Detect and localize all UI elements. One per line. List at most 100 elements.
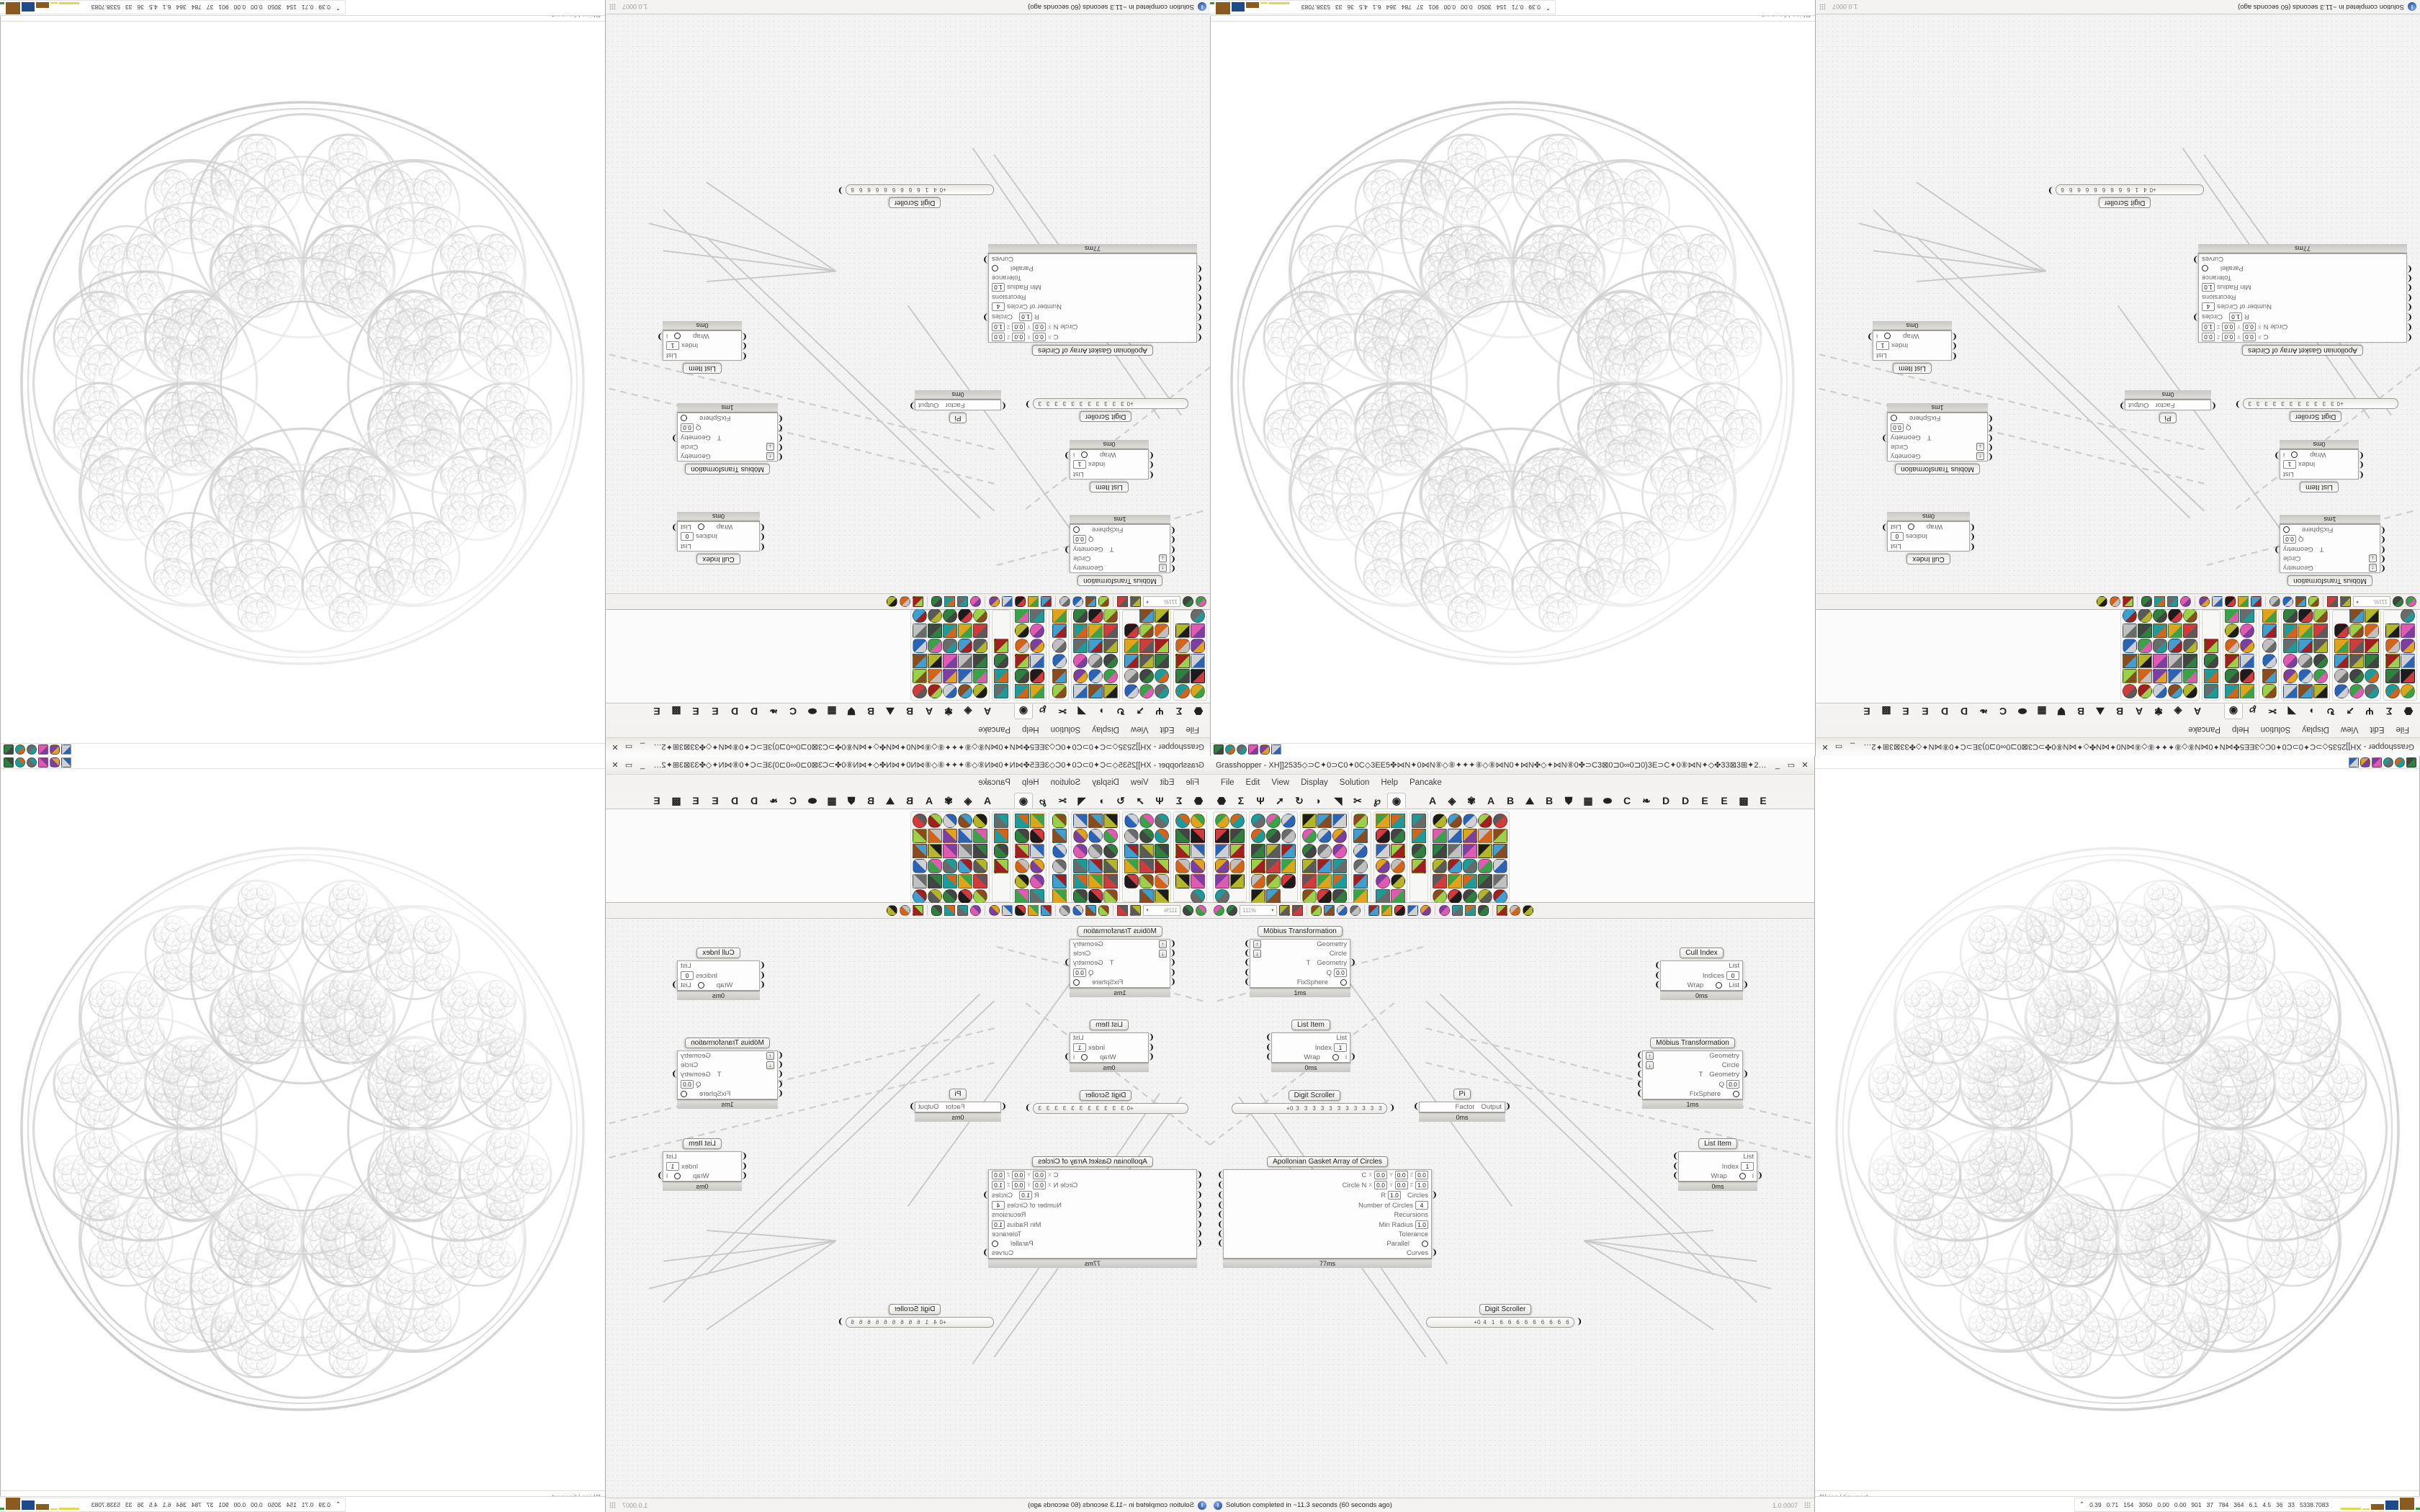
- component-icon[interactable]: [1030, 624, 1045, 638]
- component-body[interactable]: ❨ List ❨ Index 1 ❨ Wrap i ❩: [1064, 449, 1155, 480]
- component-icon[interactable]: [1155, 608, 1169, 623]
- menu-item-pancake[interactable]: Pancake: [973, 724, 1016, 735]
- input-port[interactable]: ❨: [777, 443, 784, 451]
- component-input-row[interactable]: ❨ T Geometry ❩: [1064, 544, 1176, 554]
- input-port[interactable]: ❨: [1148, 451, 1155, 459]
- component-icon[interactable]: [928, 639, 943, 653]
- component-icon[interactable]: [1103, 624, 1118, 638]
- numeric-input-y[interactable]: 0.0: [1012, 323, 1026, 331]
- component-body[interactable]: ❨ List ❨ Indices 0 ❨ Wrap List ❩: [671, 521, 766, 552]
- component-input-row[interactable]: ❨ Index 1: [663, 341, 748, 351]
- component-icon[interactable]: [1124, 669, 1139, 683]
- component-icon[interactable]: [1191, 639, 1205, 653]
- input-port[interactable]: ❨: [777, 414, 784, 423]
- ribbon-tab-a13[interactable]: D: [745, 703, 763, 719]
- component-icon[interactable]: [1052, 669, 1067, 683]
- ribbon-tab-a8[interactable]: ⛊: [842, 703, 861, 719]
- component-icon[interactable]: [928, 624, 943, 638]
- component-input-row[interactable]: ❨ ↑ Geometry: [1070, 563, 1176, 572]
- numeric-input[interactable]: 0.0: [1073, 535, 1086, 544]
- component-icon[interactable]: [1030, 669, 1045, 683]
- preview-orange-icon[interactable]: [900, 596, 910, 607]
- digit-scroller-widget[interactable]: +0 3 3 3 3 3 3 3 3 3 3 3 ❩: [1023, 398, 1188, 409]
- component-icon[interactable]: [1155, 654, 1169, 668]
- component-input-row[interactable]: ❨ Circle N X 0.0 Y 0.0 Z 1.0: [989, 322, 1203, 332]
- component-icon[interactable]: [943, 624, 958, 638]
- component-name-capsule[interactable]: Digit Scroller: [1079, 411, 1132, 422]
- component-icon[interactable]: [1088, 608, 1103, 623]
- component-icon[interactable]: [1191, 654, 1205, 668]
- ribbon-tab-a18[interactable]: E: [647, 703, 666, 719]
- output-port[interactable]: ❩: [671, 433, 678, 442]
- component-input-row[interactable]: ❨ Parallel: [989, 264, 1203, 273]
- input-port[interactable]: ❨: [1000, 401, 1007, 410]
- component-input-row[interactable]: ❨ Q 0.0: [678, 423, 784, 433]
- numeric-input[interactable]: 1.0: [992, 283, 1005, 292]
- input-port[interactable]: ❨: [1196, 333, 1203, 342]
- component-icon[interactable]: [913, 608, 928, 623]
- arrow-up-icon[interactable]: ↑: [1159, 564, 1167, 572]
- red-target-icon[interactable]: [61, 744, 71, 755]
- input-port[interactable]: ❨: [1170, 526, 1176, 534]
- component-input-row[interactable]: ❨ Wrap i ❩: [1064, 450, 1155, 459]
- ribbon-tab-a2[interactable]: ◈: [959, 703, 977, 719]
- component-body[interactable]: ❨ ↑ Geometry ❨ ↓ Circle ❨ T Geometry ❩ ❨ Q 0.0 ❨ FixSp…: [1064, 524, 1176, 573]
- ribbon-tab-a3[interactable]: ✾: [939, 703, 958, 719]
- component-icon[interactable]: [958, 639, 973, 653]
- component-icon[interactable]: [958, 654, 973, 668]
- gh-canvas[interactable]: Möbius Transformation ❨ ↑ Geometry ❨ ↓ Circle ❨…: [606, 14, 1210, 593]
- help-icon[interactable]: [1015, 596, 1026, 607]
- ribbon-tab-a9[interactable]: ▦: [823, 703, 841, 719]
- input-port[interactable]: ❨: [1148, 461, 1155, 469]
- component-icon[interactable]: [1175, 624, 1190, 638]
- component-input-row[interactable]: ❨ List: [663, 351, 748, 360]
- ribbon-tab-a5[interactable]: B: [900, 703, 919, 719]
- document-icon[interactable]: [1041, 596, 1052, 607]
- component-icon[interactable]: [928, 669, 943, 683]
- input-port[interactable]: ❨: [1196, 293, 1203, 302]
- boolean-toggle[interactable]: [1073, 526, 1080, 533]
- boolean-toggle[interactable]: [992, 265, 998, 271]
- numeric-input[interactable]: 0: [681, 532, 694, 541]
- component-input-row[interactable]: ❨ Tolerance: [989, 273, 1203, 282]
- component-input-row[interactable]: ❨ R 1.0 Circles ❩: [982, 312, 1203, 322]
- output-port[interactable]: ❩: [671, 523, 678, 531]
- olive-sphere-icon-2[interactable]: [27, 744, 37, 755]
- component-icon[interactable]: [1155, 684, 1169, 698]
- component-icon[interactable]: [1073, 669, 1088, 683]
- menu-item-edit[interactable]: Edit: [1155, 724, 1180, 735]
- boolean-toggle[interactable]: [681, 415, 687, 421]
- component-icon[interactable]: [1191, 669, 1205, 683]
- component-input-row[interactable]: ❨ Number of Circles 4: [989, 302, 1203, 312]
- component-icon[interactable]: [1052, 639, 1067, 653]
- component-icon[interactable]: [1030, 684, 1045, 698]
- input-port[interactable]: ❨: [759, 523, 766, 531]
- gh-component-apollonian-1[interactable]: Apollonian Gasket Array of Circles ❨ C X 0.0…: [982, 244, 1203, 356]
- olive-sphere-icon[interactable]: [38, 744, 48, 755]
- component-input-row[interactable]: ❨ ↑ Geometry: [678, 451, 784, 461]
- component-icon[interactable]: [1175, 684, 1190, 698]
- digit-scroller-track[interactable]: +0 3 3 3 3 3 3 3 3 3 3 3: [1033, 398, 1188, 409]
- menu-item-view[interactable]: View: [1126, 724, 1154, 735]
- component-icon[interactable]: [913, 684, 928, 698]
- preview-olive-icon[interactable]: [913, 596, 923, 607]
- component-icon[interactable]: [973, 654, 988, 668]
- component-icon[interactable]: [1073, 684, 1088, 698]
- shade-icon[interactable]: [970, 596, 981, 607]
- component-icon[interactable]: [1155, 624, 1169, 638]
- component-icon[interactable]: [943, 684, 958, 698]
- save-file-icon[interactable]: [1183, 596, 1193, 607]
- component-icon[interactable]: [928, 684, 943, 698]
- ribbon-tab-a10[interactable]: ⬬: [803, 703, 822, 719]
- component-input-row[interactable]: ❨ ↓ Circle: [1070, 554, 1176, 563]
- component-icon[interactable]: [994, 654, 1009, 668]
- input-port[interactable]: ❨: [759, 542, 766, 551]
- input-port[interactable]: ❨: [1170, 554, 1176, 563]
- component-icon[interactable]: [958, 669, 973, 683]
- component-icon[interactable]: [958, 624, 973, 638]
- numeric-input[interactable]: 0.0: [681, 423, 694, 432]
- component-icon[interactable]: [973, 684, 988, 698]
- chevron-down-icon[interactable]: ▼: [1145, 599, 1150, 603]
- component-name-capsule[interactable]: Cull Index: [696, 554, 740, 564]
- balloon-icon[interactable]: [1002, 596, 1013, 607]
